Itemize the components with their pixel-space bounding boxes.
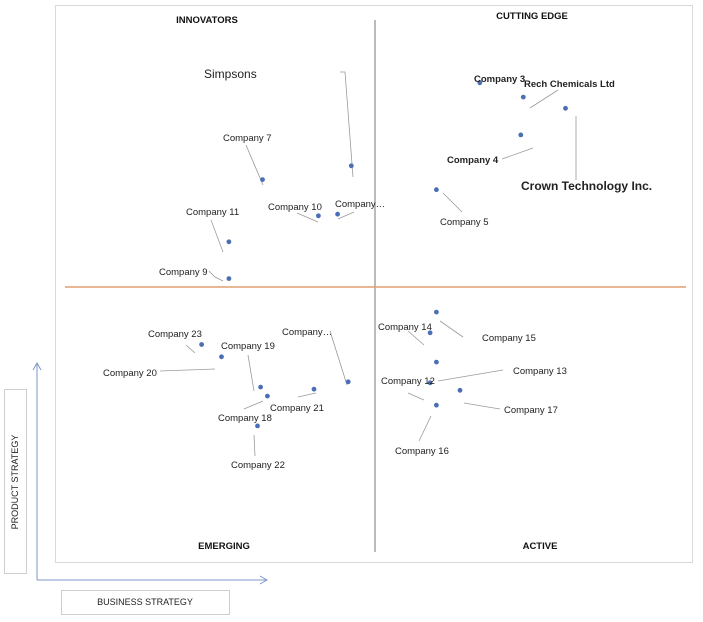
leader-line <box>210 219 224 253</box>
data-point[interactable] <box>311 386 317 392</box>
data-label: Company 19 <box>221 341 275 352</box>
data-point[interactable] <box>260 177 265 183</box>
data-label: Company 14 <box>378 322 432 333</box>
data-point[interactable] <box>348 163 354 169</box>
plot-frame <box>55 5 693 563</box>
leader-line <box>208 270 224 282</box>
data-points <box>199 80 568 429</box>
y-axis-label: PRODUCT STRATEGY <box>10 435 20 530</box>
leader-line <box>243 400 264 410</box>
quadrant-label-cutting-edge: CUTTING EDGE <box>496 11 568 22</box>
data-label: Company 17 <box>504 405 558 416</box>
quadrant-label-active: ACTIVE <box>523 541 558 552</box>
data-point[interactable] <box>434 402 439 408</box>
leader-line <box>329 330 348 386</box>
leader-line <box>185 344 196 354</box>
data-label: Company… <box>282 327 332 338</box>
leader-line <box>407 330 425 346</box>
data-point[interactable] <box>434 309 439 315</box>
data-label: Company 7 <box>223 133 272 144</box>
leader-line <box>439 320 464 338</box>
data-point[interactable] <box>427 380 433 386</box>
data-label: Company 10 <box>268 202 322 213</box>
leader-line <box>529 89 559 109</box>
x-axis-arrow <box>37 575 269 585</box>
data-label: Company… <box>335 199 385 210</box>
quadrant-label-emerging: EMERGING <box>198 541 250 552</box>
leader-line <box>247 354 255 392</box>
data-label: Company 20 <box>103 368 157 379</box>
data-point[interactable] <box>335 211 340 217</box>
data-label: Company 18 <box>218 413 272 424</box>
leader-line <box>442 192 463 213</box>
leader-line <box>159 368 216 372</box>
quadrant-label-innovators: INNOVATORS <box>176 15 238 26</box>
data-label: Company 21 <box>270 403 324 414</box>
data-labels: Simpsons Company 7 Company 10 Company… Compa… <box>103 67 652 471</box>
data-label: Company 23 <box>148 329 202 340</box>
leader-line <box>297 392 317 398</box>
x-axis-label-box <box>61 590 230 615</box>
data-point[interactable] <box>219 354 224 360</box>
data-label: Company 9 <box>159 267 208 278</box>
data-label: Company 5 <box>440 217 489 228</box>
data-point[interactable] <box>265 393 270 399</box>
data-point[interactable] <box>520 94 526 100</box>
data-point[interactable] <box>518 132 524 138</box>
data-label: Simpsons <box>204 67 257 81</box>
y-axis-label-box <box>4 389 27 574</box>
data-label: Company 13 <box>513 366 567 377</box>
leader-lines <box>159 71 577 457</box>
data-point[interactable] <box>226 276 232 281</box>
data-point[interactable] <box>457 387 463 393</box>
leader-line <box>245 144 264 186</box>
leader-line <box>296 212 319 223</box>
data-point[interactable] <box>434 359 439 365</box>
data-label: Company 11 <box>186 207 239 218</box>
data-label: Company 12 <box>381 376 435 387</box>
leader-line <box>463 402 501 410</box>
data-point[interactable] <box>199 342 205 347</box>
data-point[interactable] <box>345 379 351 385</box>
data-label: Rech Chemicals Ltd <box>524 79 615 90</box>
data-point[interactable] <box>316 213 321 219</box>
data-label: Company 4 <box>447 155 499 166</box>
data-point[interactable] <box>563 105 568 111</box>
data-point[interactable] <box>258 384 263 390</box>
leader-line <box>418 415 432 442</box>
data-point[interactable] <box>477 80 483 86</box>
data-label: Company 15 <box>482 333 536 344</box>
data-point[interactable] <box>427 330 433 336</box>
y-axis-arrow <box>32 361 42 580</box>
data-point[interactable] <box>434 187 439 193</box>
leader-line <box>437 369 504 382</box>
leader-line <box>253 434 256 457</box>
leader-line <box>501 147 534 160</box>
leader-line <box>340 71 354 178</box>
data-point[interactable] <box>226 239 232 245</box>
data-label: Crown Technology Inc. <box>521 179 652 193</box>
leader-line <box>407 392 425 401</box>
x-axis-label: BUSINESS STRATEGY <box>97 597 193 607</box>
data-label: Company 3 <box>474 74 525 85</box>
data-label: Company 16 <box>395 446 449 457</box>
data-label: Company 22 <box>231 460 285 471</box>
leader-line <box>337 211 355 220</box>
data-point[interactable] <box>255 423 260 429</box>
